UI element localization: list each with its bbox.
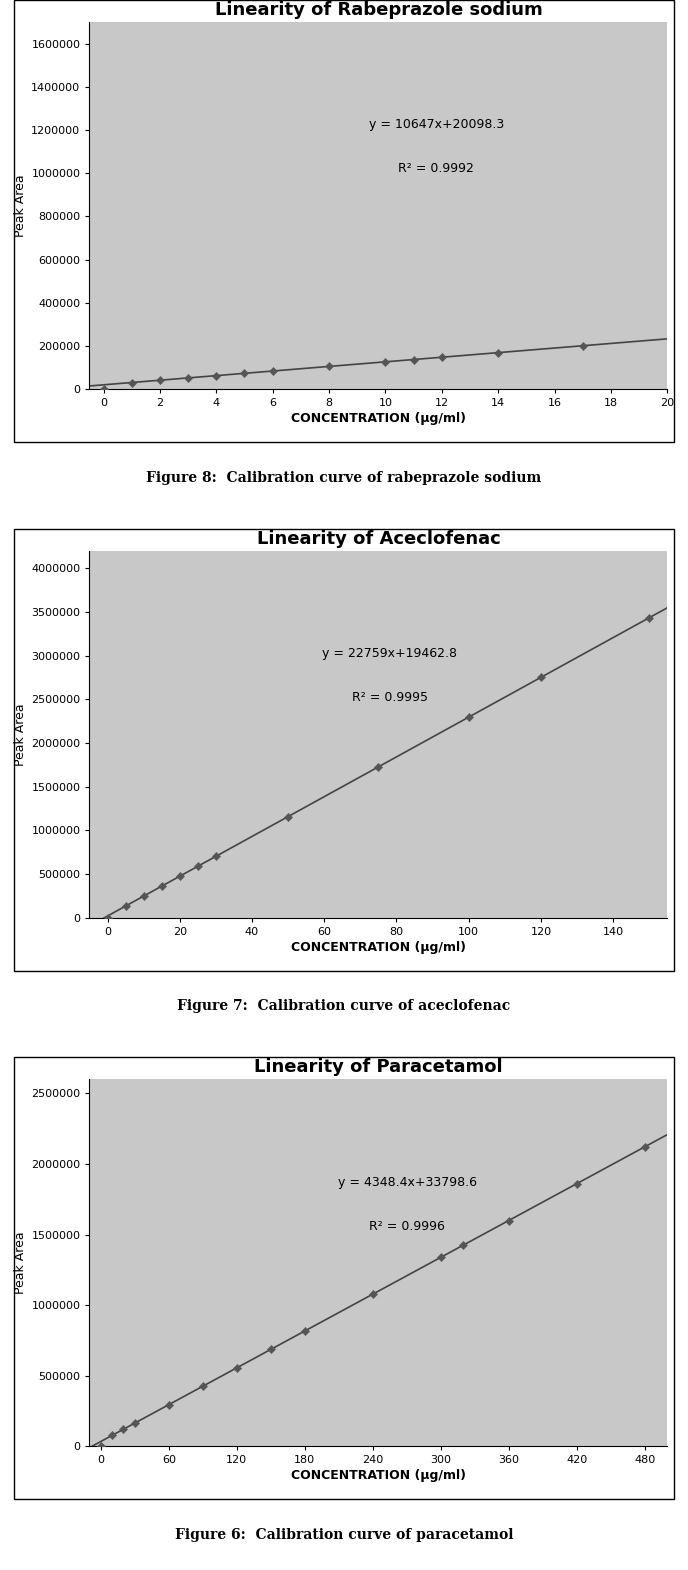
Point <box>120 893 131 918</box>
Point <box>493 341 504 366</box>
Point <box>323 353 334 378</box>
Point <box>380 349 391 374</box>
Point <box>644 604 655 630</box>
Point <box>239 361 250 386</box>
Point <box>639 1134 650 1159</box>
Point <box>182 366 193 391</box>
Point <box>129 1410 140 1435</box>
X-axis label: CONCENTRATION (μg/ml): CONCENTRATION (μg/ml) <box>291 940 466 955</box>
Title: Linearity of Paracetamol: Linearity of Paracetamol <box>254 1058 503 1077</box>
Point <box>98 377 109 402</box>
Text: R² = 0.9992: R² = 0.9992 <box>398 162 474 176</box>
Point <box>193 854 204 879</box>
Y-axis label: Peak Area: Peak Area <box>14 174 27 237</box>
Point <box>577 333 588 358</box>
Y-axis label: Peak Area: Peak Area <box>14 703 27 766</box>
Text: Figure 6:  Calibration curve of paracetamol: Figure 6: Calibration curve of paracetam… <box>175 1528 513 1542</box>
Point <box>408 347 419 372</box>
Point <box>503 1207 514 1232</box>
Title: Linearity of Rabeprazole sodium: Linearity of Rabeprazole sodium <box>215 2 542 19</box>
Point <box>174 864 185 889</box>
Point <box>231 1355 242 1380</box>
Point <box>156 873 167 898</box>
Point <box>211 363 222 388</box>
Point <box>107 1422 118 1448</box>
Point <box>267 358 278 383</box>
Point <box>436 1245 447 1270</box>
Text: Figure 8:  Calibration curve of rabeprazole sodium: Figure 8: Calibration curve of rabeprazo… <box>147 471 541 485</box>
Point <box>138 884 149 909</box>
Point <box>266 1338 277 1363</box>
Point <box>299 1319 310 1344</box>
Title: Linearity of Aceclofenac: Linearity of Aceclofenac <box>257 529 500 548</box>
Text: Figure 7:  Calibration curve of aceclofenac: Figure 7: Calibration curve of aceclofen… <box>178 999 510 1013</box>
Text: R² = 0.9995: R² = 0.9995 <box>352 691 428 703</box>
Point <box>163 1393 174 1418</box>
Point <box>436 345 447 371</box>
Point <box>571 1171 582 1196</box>
Point <box>154 367 165 392</box>
Point <box>95 1433 106 1459</box>
Text: y = 4348.4x+33798.6: y = 4348.4x+33798.6 <box>338 1176 477 1188</box>
Point <box>126 371 137 396</box>
Point <box>197 1374 208 1399</box>
Point <box>211 843 222 868</box>
Text: y = 10647x+20098.3: y = 10647x+20098.3 <box>369 118 504 132</box>
Point <box>458 1232 469 1258</box>
Text: y = 22759x+19462.8: y = 22759x+19462.8 <box>323 647 458 659</box>
Point <box>283 804 294 829</box>
X-axis label: CONCENTRATION (μg/ml): CONCENTRATION (μg/ml) <box>291 1470 466 1482</box>
Text: R² = 0.9996: R² = 0.9996 <box>369 1220 445 1232</box>
X-axis label: CONCENTRATION (μg/ml): CONCENTRATION (μg/ml) <box>291 413 466 425</box>
Point <box>102 906 113 931</box>
Point <box>118 1416 129 1441</box>
Point <box>367 1281 378 1306</box>
Point <box>463 705 474 730</box>
Point <box>535 664 546 689</box>
Point <box>373 754 384 779</box>
Y-axis label: Peak Area: Peak Area <box>14 1231 27 1294</box>
